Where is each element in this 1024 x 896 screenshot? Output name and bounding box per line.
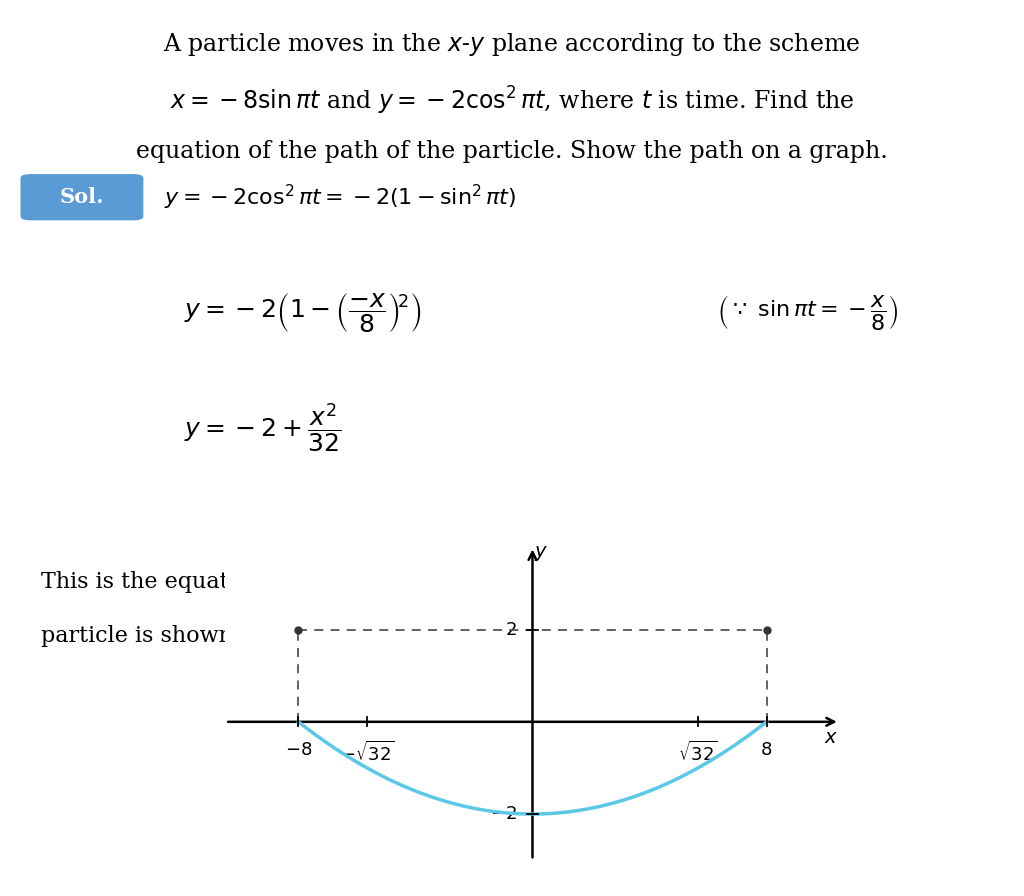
Text: A particle moves in the $x$-$y$ plane according to the scheme: A particle moves in the $x$-$y$ plane ac… bbox=[164, 30, 860, 57]
Text: $y=-2\cos^2\pi t=-2(1-\sin^2\pi t)$: $y=-2\cos^2\pi t=-2(1-\sin^2\pi t)$ bbox=[164, 183, 516, 211]
Text: $-\sqrt{32}$: $-\sqrt{32}$ bbox=[340, 741, 394, 765]
Text: equation of the path of the particle. Show the path on a graph.: equation of the path of the particle. Sh… bbox=[136, 140, 888, 162]
Text: particle is shown in figure.: particle is shown in figure. bbox=[41, 625, 343, 648]
Text: Sol.: Sol. bbox=[59, 187, 104, 207]
Text: $x=-8\sin\pi t$ and $y=-2\cos^2\pi t$, where $t$ is time. Find the: $x=-8\sin\pi t$ and $y=-2\cos^2\pi t$, w… bbox=[170, 85, 854, 117]
Text: $-8$: $-8$ bbox=[285, 741, 312, 759]
Text: $-2$: $-2$ bbox=[489, 805, 516, 823]
Text: $\left(\because\ \sin\pi t=-\dfrac{x}{8}\right)$: $\left(\because\ \sin\pi t=-\dfrac{x}{8}… bbox=[717, 293, 898, 332]
Text: $x$: $x$ bbox=[823, 729, 838, 747]
Text: $8$: $8$ bbox=[761, 741, 773, 759]
Text: $\sqrt{32}$: $\sqrt{32}$ bbox=[678, 741, 718, 765]
Text: $y=-2+\dfrac{x^2}{32}$: $y=-2+\dfrac{x^2}{32}$ bbox=[184, 402, 342, 455]
Text: $y$: $y$ bbox=[535, 544, 549, 563]
FancyBboxPatch shape bbox=[20, 174, 143, 220]
Text: $y=-2\left(1-\left(\dfrac{-x}{8}\right)^{\!2}\right)$: $y=-2\left(1-\left(\dfrac{-x}{8}\right)^… bbox=[184, 291, 422, 335]
Text: This is the equation of path, which is a parabola. The path of the: This is the equation of path, which is a… bbox=[41, 572, 770, 593]
Text: $2$: $2$ bbox=[505, 621, 516, 639]
